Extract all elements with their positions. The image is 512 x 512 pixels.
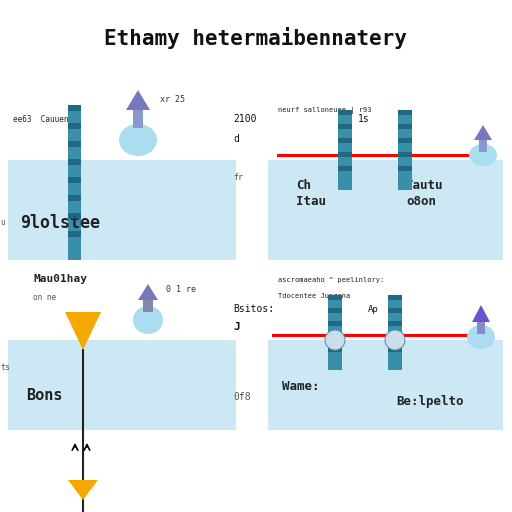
Text: neurf salloneuee | r93: neurf salloneuee | r93 xyxy=(278,107,372,114)
Bar xyxy=(388,295,402,370)
Text: 1s: 1s xyxy=(358,114,370,124)
Bar xyxy=(133,110,143,128)
Bar xyxy=(477,322,485,334)
Bar xyxy=(68,105,81,111)
Bar xyxy=(338,166,352,171)
Text: 0 1 re: 0 1 re xyxy=(166,285,196,294)
Text: xr 25: xr 25 xyxy=(160,95,185,104)
Text: Be:lpelto: Be:lpelto xyxy=(396,395,463,408)
Text: Mau01hay: Mau01hay xyxy=(33,274,87,284)
Ellipse shape xyxy=(467,325,495,349)
Bar xyxy=(398,110,412,115)
Bar xyxy=(338,138,352,143)
Bar xyxy=(338,110,352,190)
Bar xyxy=(328,334,342,339)
Bar xyxy=(328,295,342,300)
Text: Bsitos:: Bsitos: xyxy=(233,304,274,314)
Polygon shape xyxy=(126,90,150,110)
Bar xyxy=(388,334,402,339)
Circle shape xyxy=(385,330,405,350)
Bar xyxy=(388,347,402,352)
Circle shape xyxy=(325,330,345,350)
Bar xyxy=(328,321,342,326)
Text: Ap: Ap xyxy=(368,305,379,314)
Bar xyxy=(388,308,402,313)
Text: fr: fr xyxy=(233,173,243,182)
Text: Ethamy hetermaibennatery: Ethamy hetermaibennatery xyxy=(104,27,408,49)
Bar xyxy=(8,160,236,260)
Text: ee63  Cauueny:: ee63 Cauueny: xyxy=(13,115,78,124)
Bar xyxy=(398,138,412,143)
Bar xyxy=(68,123,81,129)
Text: d: d xyxy=(233,134,239,144)
Text: ts: ts xyxy=(0,363,10,372)
Bar xyxy=(338,152,352,157)
Bar xyxy=(68,105,81,260)
Bar xyxy=(328,347,342,352)
Bar xyxy=(388,321,402,326)
Bar xyxy=(398,152,412,157)
Polygon shape xyxy=(68,480,98,500)
Polygon shape xyxy=(138,284,158,300)
Bar xyxy=(143,300,153,312)
Ellipse shape xyxy=(119,124,157,156)
Ellipse shape xyxy=(469,144,497,166)
Polygon shape xyxy=(472,305,490,322)
Text: Tautu
o8on: Tautu o8on xyxy=(406,179,443,208)
Bar xyxy=(388,295,402,300)
Text: Tdocentee Junqena: Tdocentee Junqena xyxy=(278,293,350,299)
Bar xyxy=(398,110,412,190)
Text: 2100: 2100 xyxy=(233,114,257,124)
Bar xyxy=(398,166,412,171)
Text: Ch
Itau: Ch Itau xyxy=(296,179,326,208)
Bar xyxy=(268,160,503,260)
Bar xyxy=(68,141,81,147)
Text: 9lolstee: 9lolstee xyxy=(20,214,100,232)
Polygon shape xyxy=(474,125,492,140)
Text: 0f8: 0f8 xyxy=(233,392,251,402)
Bar xyxy=(338,110,352,115)
Bar xyxy=(68,231,81,237)
Bar xyxy=(479,140,487,152)
Bar xyxy=(68,213,81,219)
Bar xyxy=(328,308,342,313)
Bar xyxy=(338,124,352,129)
Text: on ne: on ne xyxy=(33,293,56,302)
Text: u: u xyxy=(0,218,5,227)
Text: Bons: Bons xyxy=(26,388,62,403)
Bar xyxy=(8,340,236,430)
Bar xyxy=(68,177,81,183)
Bar xyxy=(68,159,81,165)
Ellipse shape xyxy=(133,306,163,334)
Bar xyxy=(268,340,503,430)
Polygon shape xyxy=(65,312,101,350)
Bar xyxy=(328,295,342,370)
Text: Wame:: Wame: xyxy=(282,380,319,393)
Text: ascromaeaho ^ peelinlory:: ascromaeaho ^ peelinlory: xyxy=(278,277,384,283)
Bar xyxy=(398,124,412,129)
Text: J: J xyxy=(233,322,240,332)
Bar xyxy=(68,195,81,201)
